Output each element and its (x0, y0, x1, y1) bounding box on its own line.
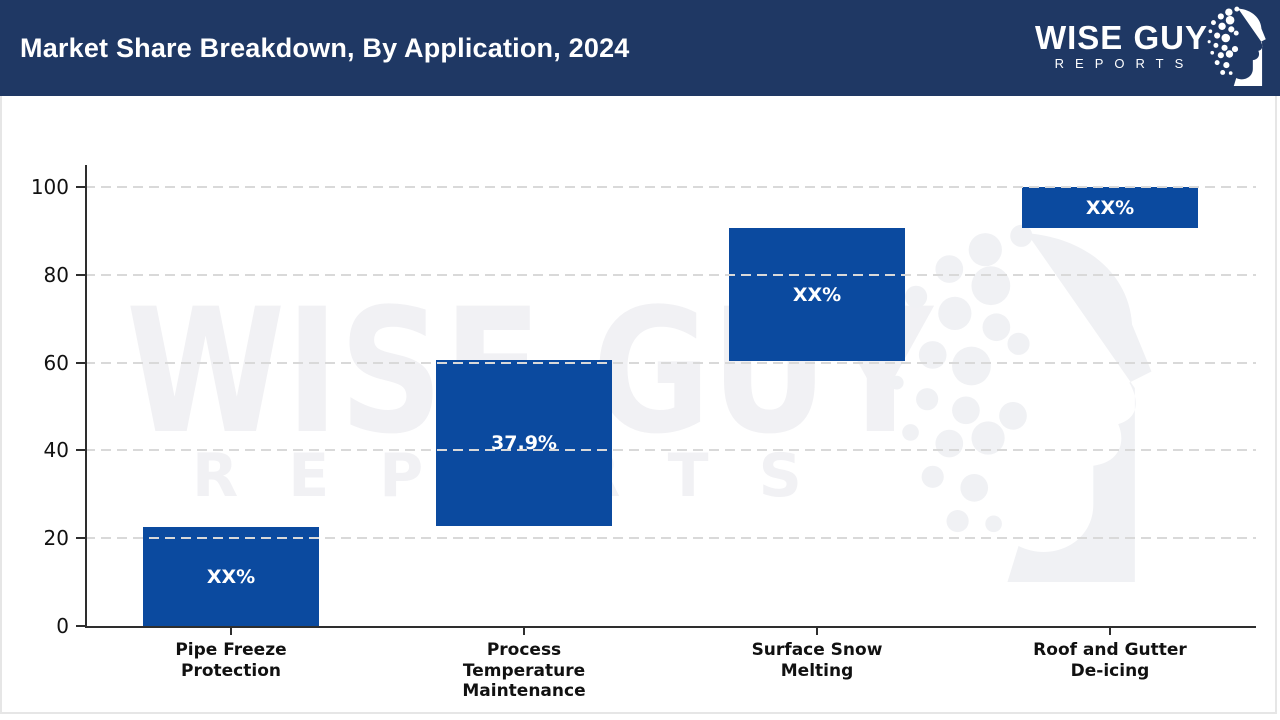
gridline-100 (85, 185, 1256, 188)
category-label-2: Process Temperature Maintenance (462, 640, 586, 702)
gridline-20 (85, 537, 1256, 540)
y-axis-tick-100 (76, 185, 85, 188)
x-axis-tick-3 (816, 628, 818, 635)
y-axis-tick-80 (76, 273, 85, 276)
wise-guy-logo: WISE GUY REPORTS (1035, 6, 1266, 86)
y-axis-tick-label-80: 80 (43, 262, 69, 287)
x-axis-tick-4 (1109, 628, 1111, 635)
x-axis-line (85, 626, 1256, 628)
logo-wordmark-line1: WISE GUY (1034, 19, 1208, 57)
y-axis-tick-label-100: 100 (30, 174, 69, 199)
bar-segment-1: XX% (143, 527, 319, 626)
logo-wordmark-line2: REPORTS (1054, 55, 1195, 71)
y-axis-line (85, 165, 87, 626)
bar-value-label-3: XX% (792, 283, 842, 306)
y-axis-tick-label-40: 40 (43, 438, 69, 463)
gridline-60 (85, 361, 1256, 364)
category-label-1: Pipe Freeze Protection (175, 640, 287, 681)
logo-face-profile-dots-icon (1207, 6, 1266, 86)
y-axis-tick-label-0: 0 (56, 614, 69, 638)
y-axis-tick-60 (76, 361, 85, 364)
y-axis-tick-label-60: 60 (43, 350, 69, 375)
logo-wordmark: WISE GUY REPORTS (1035, 21, 1208, 71)
bar-value-label-2: 37.9% (491, 432, 557, 454)
bar-segment-4: XX% (1022, 187, 1198, 228)
gridline-40 (85, 449, 1256, 452)
category-label-4: Roof and Gutter De-icing (1033, 640, 1187, 681)
x-axis-tick-2 (523, 628, 525, 635)
x-axis-tick-1 (230, 628, 232, 635)
gridline-80 (85, 273, 1256, 276)
category-label-3: Surface Snow Melting (751, 640, 883, 681)
bar-value-label-1: XX% (206, 565, 256, 588)
bar-value-label-4: XX% (1085, 196, 1135, 219)
bar-segment-3: XX% (729, 228, 905, 361)
y-axis-tick-40 (76, 449, 85, 452)
y-axis-tick-20 (76, 537, 85, 540)
header-bar: Market Share Breakdown, By Application, … (0, 0, 1280, 96)
y-axis-tick-0 (76, 625, 85, 627)
bar-segment-2: 37.9% (436, 360, 612, 526)
chart-title: Market Share Breakdown, By Application, … (20, 32, 630, 63)
y-axis-tick-label-20: 20 (43, 526, 69, 551)
